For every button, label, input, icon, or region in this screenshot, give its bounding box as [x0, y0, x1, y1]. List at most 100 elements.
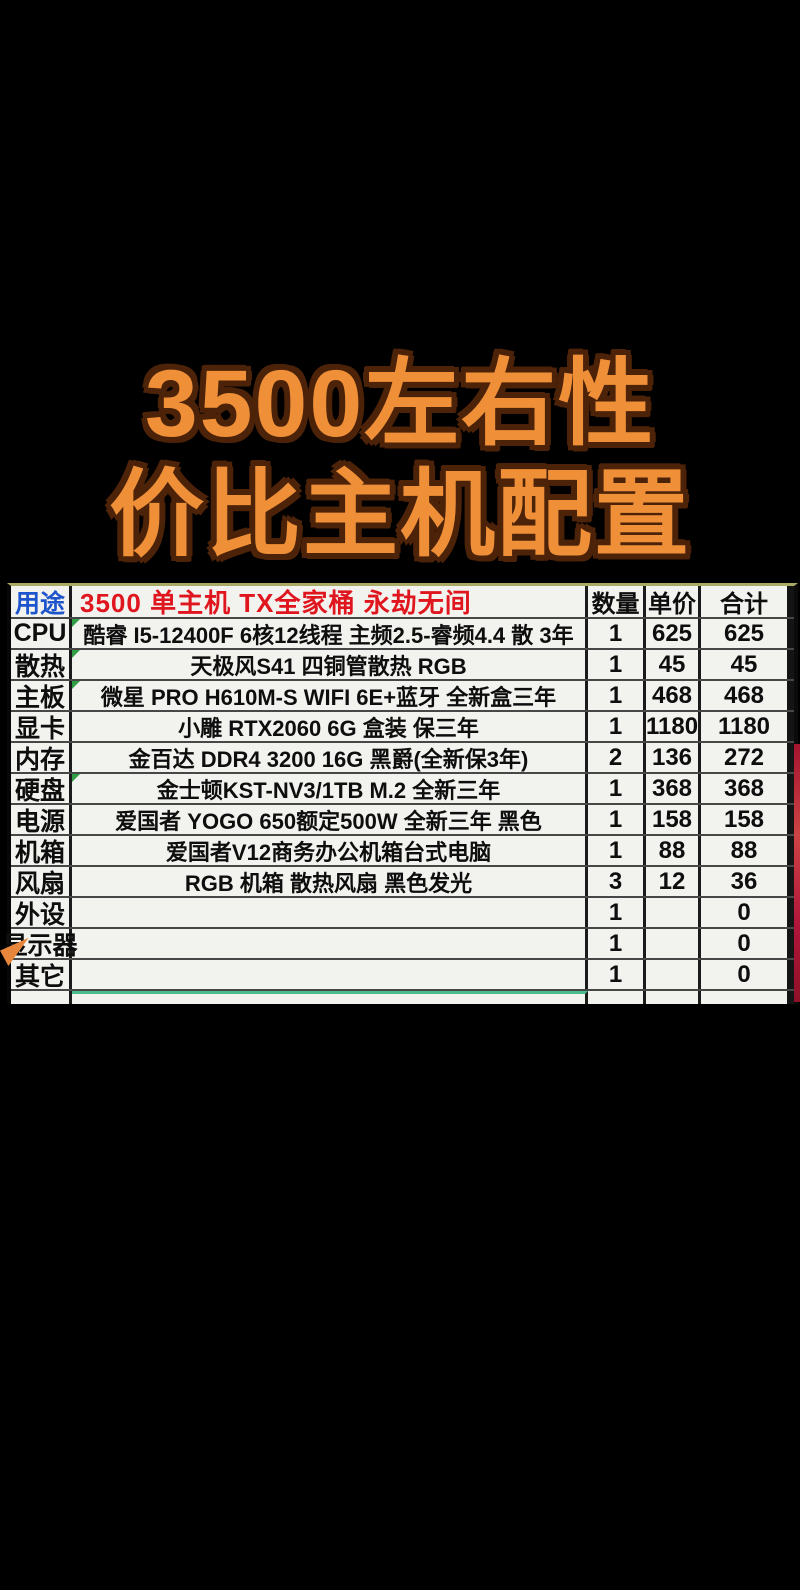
row-qty: 1: [588, 774, 646, 803]
table-row: 机箱 爱国者V12商务办公机箱台式电脑 1 88 88: [11, 836, 794, 867]
stub-cell: [11, 991, 72, 1004]
row-description-text: 小雕 RTX2060 6G 盒装 保三年: [178, 715, 479, 741]
table-row: 显示器 1 0: [3, 929, 794, 960]
row-total: 0: [701, 929, 787, 958]
row-label: 机箱: [11, 836, 72, 867]
header-unit-price: 单价: [646, 586, 701, 618]
row-description: 金士顿KST-NV3/1TB M.2 全新三年: [72, 774, 588, 803]
row-total: 158: [701, 805, 787, 834]
row-total: 368: [701, 774, 787, 803]
row-qty: 1: [588, 712, 646, 741]
row-description: RGB 机箱 散热风扇 黑色发光: [72, 867, 588, 896]
table-row: CPU 酷睿 I5-12400F 6核12线程 主频2.5-睿频4.4 散 3年…: [11, 619, 794, 650]
row-qty: 1: [588, 805, 646, 834]
table-row: 其它 1 0: [11, 960, 794, 991]
row-description: 爱国者V12商务办公机箱台式电脑: [72, 836, 588, 865]
row-unit-price: 368: [646, 774, 701, 803]
row-unit-price: 158: [646, 805, 701, 834]
table-row: 散热 天极风S41 四铜管散热 RGB 1 45 45: [11, 650, 794, 681]
row-total: 88: [701, 836, 787, 865]
stub-cell: [646, 991, 701, 1004]
row-label: 外设: [11, 898, 72, 929]
cell-marker-icon: [72, 619, 80, 627]
header-qty: 数量: [588, 586, 646, 618]
row-unit-price: [646, 898, 701, 927]
row-label: 主板: [11, 681, 72, 712]
row-qty: 1: [588, 619, 646, 648]
row-description-text: 酷睿 I5-12400F 6核12线程 主频2.5-睿频4.4 散 3年: [83, 622, 574, 648]
row-total: 0: [701, 898, 787, 927]
row-total: 45: [701, 650, 787, 679]
header-build-name-label: 3500 单主机 TX全家桶 永劫无间: [80, 588, 472, 618]
row-description: 天极风S41 四铜管散热 RGB: [72, 650, 588, 679]
row-unit-price: [646, 960, 701, 989]
row-description: [72, 929, 588, 958]
cell-marker-icon: [72, 774, 80, 782]
row-description: 爱国者 YOGO 650额定500W 全新三年 黑色: [72, 805, 588, 834]
page-title-line-2: 价比主机配置: [108, 462, 691, 568]
row-qty: 2: [588, 743, 646, 772]
cell-marker-icon: [72, 650, 80, 658]
header-build-name: 3500 单主机 TX全家桶 永劫无间: [72, 586, 588, 618]
table-row: 主板 微星 PRO H610M-S WIFI 6E+蓝牙 全新盒三年 1 468…: [11, 681, 794, 712]
row-total: 1180: [701, 712, 787, 741]
row-qty: 1: [588, 650, 646, 679]
header-total: 合计: [701, 586, 787, 618]
red-edge-strip: [794, 744, 800, 1002]
header-purpose-label: 用途: [14, 589, 65, 618]
row-description-text: 金士顿KST-NV3/1TB M.2 全新三年: [156, 777, 501, 803]
stub-cell: [588, 991, 646, 1004]
table-row: 外设 1 0: [11, 898, 794, 929]
row-unit-price: 45: [646, 650, 701, 679]
table-row: 硬盘 金士顿KST-NV3/1TB M.2 全新三年 1 368 368: [11, 774, 794, 805]
row-description: 金百达 DDR4 3200 16G 黑爵(全新保3年): [72, 743, 588, 772]
row-total: 625: [701, 619, 787, 648]
row-description: [72, 898, 588, 927]
row-qty: 1: [588, 898, 646, 927]
row-qty: 1: [588, 681, 646, 710]
row-label: 风扇: [11, 867, 72, 898]
row-description: 小雕 RTX2060 6G 盒装 保三年: [72, 712, 588, 741]
row-unit-price: 88: [646, 836, 701, 865]
row-qty: 3: [588, 867, 646, 896]
row-unit-price: [646, 929, 701, 958]
row-unit-price: 12: [646, 867, 701, 896]
row-label: 散热: [11, 650, 72, 681]
table-header-row: 用途 3500 单主机 TX全家桶 永劫无间 数量 单价 合计: [11, 586, 794, 619]
stub-selected-cell: [72, 991, 588, 1004]
row-qty: 1: [588, 929, 646, 958]
table-row: 风扇 RGB 机箱 散热风扇 黑色发光 3 12 36: [11, 867, 794, 898]
cell-marker-icon: [72, 681, 80, 689]
row-label: 其它: [11, 960, 72, 991]
row-qty: 1: [588, 836, 646, 865]
row-description: [72, 960, 588, 989]
row-description-text: RGB 机箱 散热风扇 黑色发光: [184, 870, 473, 896]
table-row: 内存 金百达 DDR4 3200 16G 黑爵(全新保3年) 2 136 272: [11, 743, 794, 774]
row-description: 酷睿 I5-12400F 6核12线程 主频2.5-睿频4.4 散 3年: [72, 619, 588, 648]
row-description-text: 天极风S41 四铜管散热 RGB: [190, 653, 467, 679]
row-label: 显卡: [11, 712, 72, 743]
table-rows: CPU 酷睿 I5-12400F 6核12线程 主频2.5-睿频4.4 散 3年…: [3, 619, 794, 991]
row-qty: 1: [588, 960, 646, 989]
table-row: 显卡 小雕 RTX2060 6G 盒装 保三年 1 1180 1180: [11, 712, 794, 743]
row-label: CPU: [11, 619, 72, 648]
row-label: 硬盘: [11, 774, 72, 805]
row-label: 电源: [11, 805, 72, 836]
row-unit-price: 136: [646, 743, 701, 772]
row-total: 272: [701, 743, 787, 772]
row-description-text: 金百达 DDR4 3200 16G 黑爵(全新保3年): [128, 746, 529, 772]
row-description: 微星 PRO H610M-S WIFI 6E+蓝牙 全新盒三年: [72, 681, 588, 710]
row-total: 0: [701, 960, 787, 989]
row-unit-price: 625: [646, 619, 701, 648]
row-description-text: 爱国者 YOGO 650额定500W 全新三年 黑色: [115, 808, 542, 834]
row-unit-price: 1180: [646, 712, 701, 741]
stub-cell: [701, 991, 787, 1004]
table-stub-row: [11, 991, 794, 1004]
row-description-text: 微星 PRO H610M-S WIFI 6E+蓝牙 全新盒三年: [100, 684, 557, 710]
row-description-text: 爱国者V12商务办公机箱台式电脑: [165, 839, 492, 865]
header-purpose: 用途: [11, 586, 72, 618]
row-unit-price: 468: [646, 681, 701, 710]
table-row: 电源 爱国者 YOGO 650额定500W 全新三年 黑色 1 158 158: [11, 805, 794, 836]
page-title-line-1: 3500左右性: [144, 351, 656, 457]
config-table: 用途 3500 单主机 TX全家桶 永劫无间 数量 单价 合计 CPU 酷睿 I…: [3, 583, 798, 1004]
